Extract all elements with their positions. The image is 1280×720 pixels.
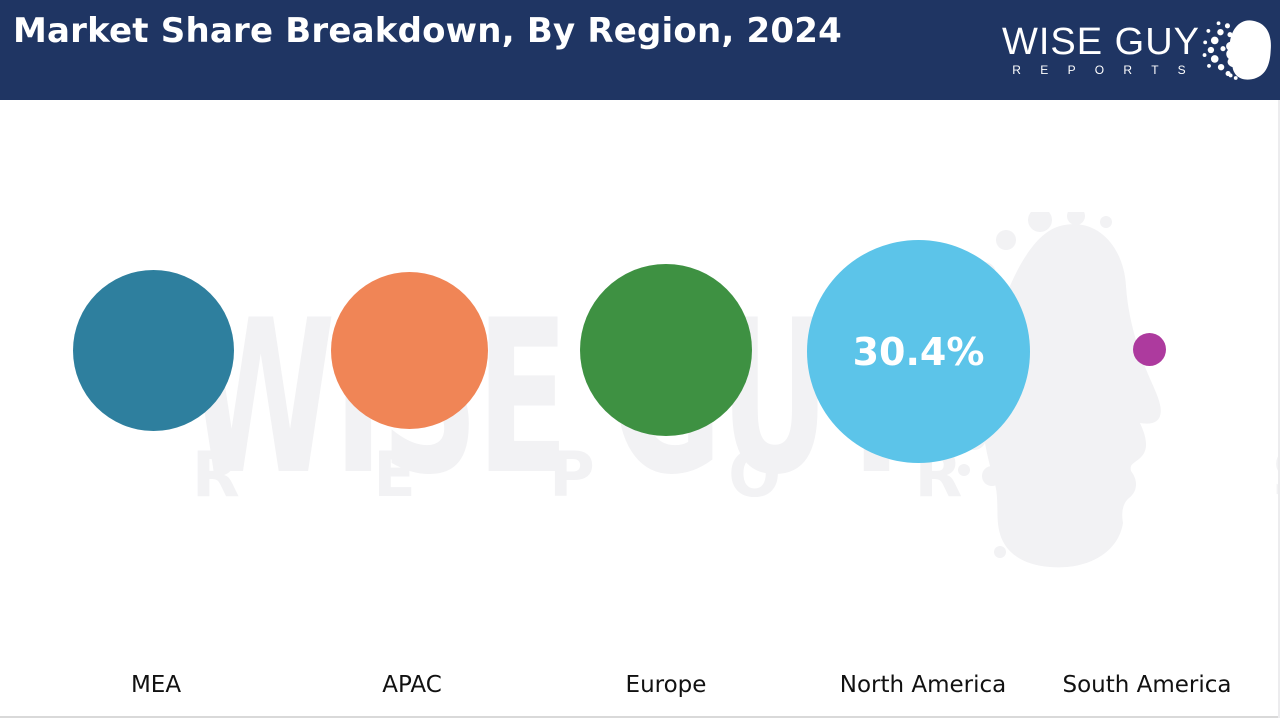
category-label-south-america: South America xyxy=(1062,672,1232,698)
logo-face-icon xyxy=(1202,20,1271,80)
bubble-mea xyxy=(73,270,234,431)
page-title: Market Share Breakdown, By Region, 2024 xyxy=(13,11,842,51)
category-label-north-america: North America xyxy=(839,672,1007,698)
bubble-value-label: 30.4% xyxy=(852,329,985,374)
category-label-apac: APAC xyxy=(382,672,442,698)
bottom-border-line xyxy=(0,716,1280,718)
bubble-chart: WISE GUY R E P O R T S 30.4% MEA xyxy=(0,100,1280,720)
watermark-wordmark: WISE GUY xyxy=(186,274,926,521)
bubble-south-america xyxy=(1133,333,1166,366)
wise-guy-reports-logo: WISE GUY R E P O R T S xyxy=(1002,6,1272,94)
bubble-apac xyxy=(331,272,488,429)
logo-wordmark-block: WISE GUY R E P O R T S xyxy=(1001,20,1200,78)
header-bar: Market Share Breakdown, By Region, 2024 … xyxy=(0,0,1280,100)
logo-wordmark: WISE GUY xyxy=(1001,20,1200,63)
category-label-europe: Europe xyxy=(625,672,707,698)
bubble-europe xyxy=(580,264,752,436)
logo-subtitle: R E P O R T S xyxy=(1012,63,1194,78)
category-label-mea: MEA xyxy=(130,672,182,698)
right-border-line xyxy=(1278,100,1280,718)
bubble-north-america: 30.4% xyxy=(807,240,1030,463)
